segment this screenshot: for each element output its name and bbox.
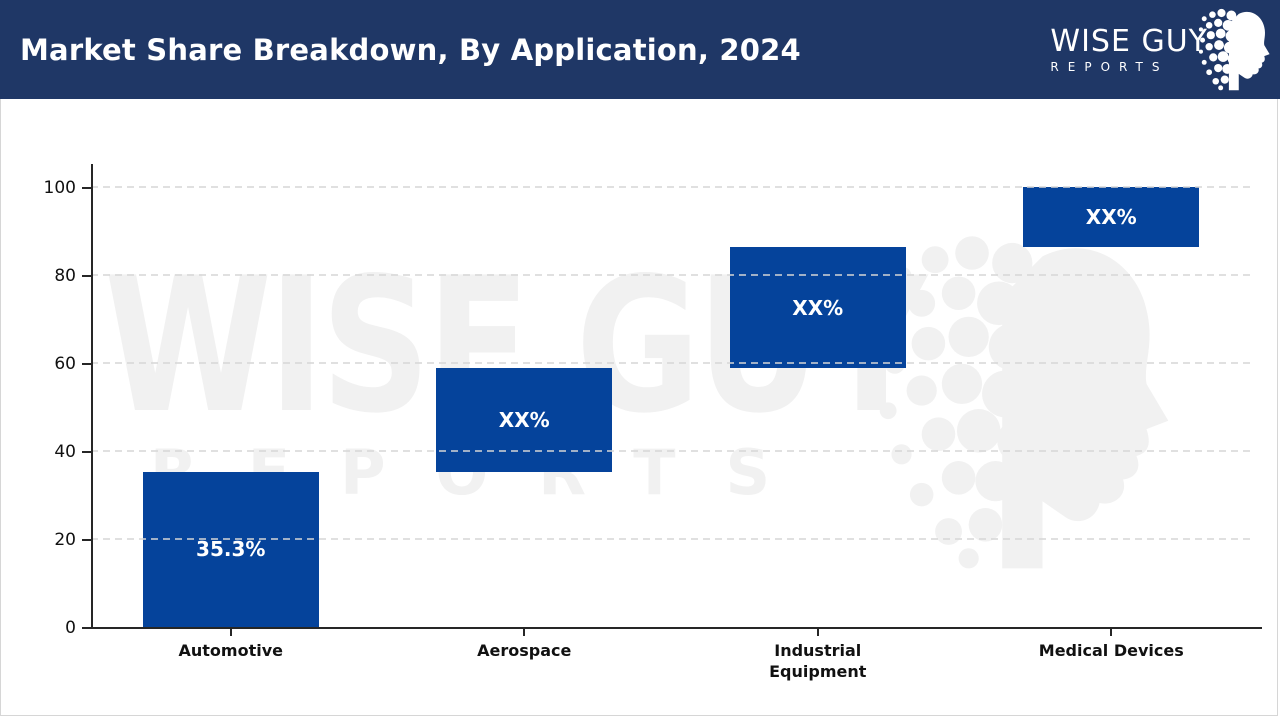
x-tick-industrial-equipment	[816, 629, 819, 636]
y-tick-label-20: 20	[54, 530, 76, 550]
gridline-20	[91, 538, 1252, 540]
y-tick-label-100: 100	[43, 178, 76, 198]
gridline-60	[91, 362, 1252, 364]
bar-value-medical-devices: XX%	[1085, 205, 1137, 230]
bar-value-automotive: 35.3%	[196, 537, 266, 562]
bar-value-aerospace: XX%	[498, 407, 550, 432]
bar-industrial-equipment	[729, 247, 906, 369]
bar-medical-devices	[1023, 187, 1200, 248]
category-label-medical-devices: Medical Devices	[1038, 641, 1184, 660]
y-tick-40	[82, 451, 91, 453]
category-label-automotive: Automotive	[178, 641, 284, 660]
y-tick-label-0: 0	[65, 618, 76, 638]
wiseguy-face-icon	[1198, 8, 1270, 90]
y-tick-label-60: 60	[54, 354, 76, 374]
y-tick-0	[82, 627, 91, 629]
gridline-40	[91, 450, 1252, 452]
y-tick-60	[82, 363, 91, 365]
y-tick-label-80: 80	[54, 266, 76, 286]
brand-logo-text: WISE GUY REPORTS	[1050, 23, 1208, 74]
gridline-100	[91, 186, 1252, 188]
y-tick-80	[82, 275, 91, 277]
x-tick-automotive	[229, 629, 232, 636]
x-axis-line	[91, 627, 1262, 629]
x-tick-medical-devices	[1110, 629, 1113, 636]
bar-value-industrial-equipment: XX%	[792, 295, 844, 320]
brand-subtitle: REPORTS	[1050, 59, 1169, 74]
brand-logo: WISE GUY REPORTS	[1050, 7, 1270, 93]
bar-automotive	[142, 471, 319, 627]
y-axis-line	[91, 164, 93, 629]
y-tick-100	[82, 187, 91, 189]
brand-name: WISE GUY	[1050, 23, 1208, 59]
bar-aerospace	[436, 368, 613, 472]
y-tick-label-40: 40	[54, 442, 76, 462]
category-label-industrial-equipment: Industrial Equipment	[769, 641, 867, 681]
page-title: Market Share Breakdown, By Application, …	[20, 32, 801, 67]
header-bar: Market Share Breakdown, By Application, …	[0, 0, 1280, 99]
x-tick-aerospace	[523, 629, 526, 636]
y-tick-20	[82, 539, 91, 541]
gridline-80	[91, 274, 1252, 276]
category-label-aerospace: Aerospace	[477, 641, 572, 660]
